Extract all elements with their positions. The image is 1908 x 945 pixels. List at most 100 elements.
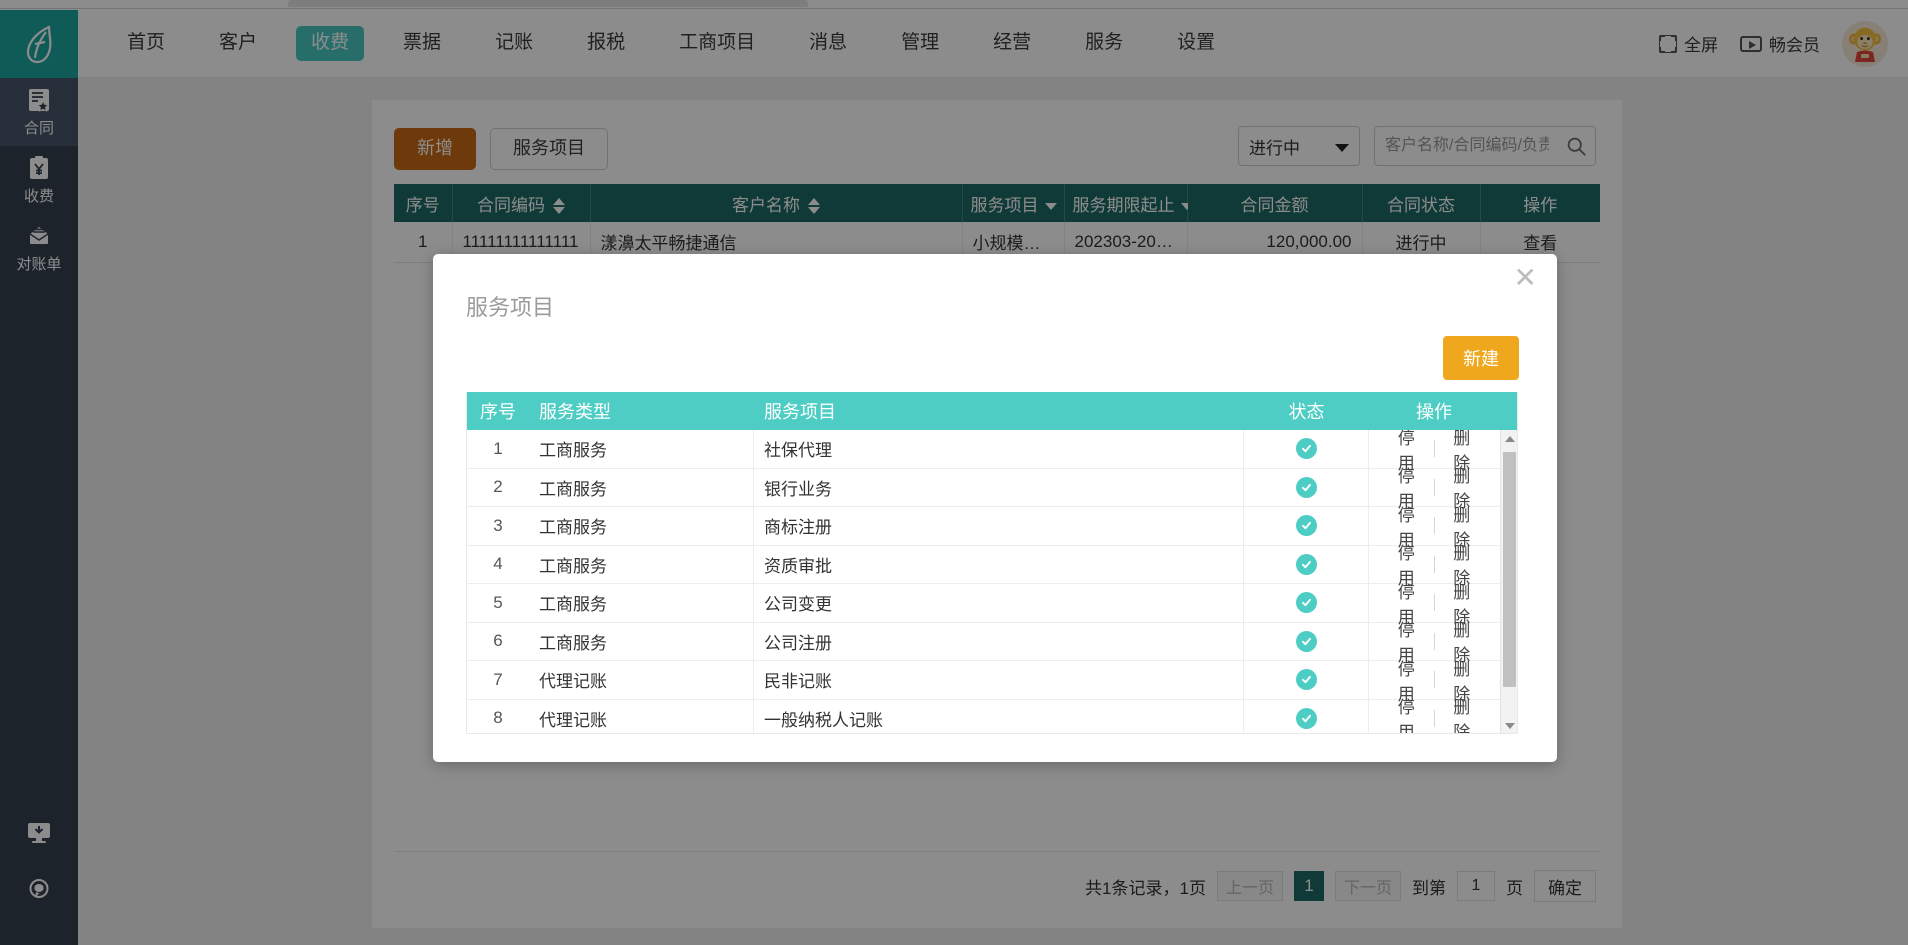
sidebar-item-1[interactable]: 收费 [0, 146, 78, 214]
service-actions: 停用 删除 [1369, 621, 1499, 665]
main-col-1[interactable]: 合同编码 [452, 184, 591, 222]
nav-item-6[interactable]: 工商项目 [679, 32, 756, 54]
disable-link[interactable]: 停用 [1397, 582, 1415, 627]
nav-item-9[interactable]: 经营 [993, 32, 1032, 54]
delete-link[interactable]: 删除 [1453, 621, 1471, 666]
sidebar-item-0[interactable]: 合同 [0, 78, 78, 146]
service-status[interactable] [1244, 430, 1369, 468]
delete-link[interactable]: 删除 [1453, 582, 1471, 627]
delete-link[interactable]: 删除 [1453, 659, 1471, 704]
nav-item-0[interactable]: 首页 [127, 32, 166, 54]
main-col-4[interactable]: 服务期限起止 [1064, 184, 1193, 222]
nav-item-4[interactable]: 记账 [495, 32, 534, 54]
action-separator [1433, 632, 1435, 650]
scroll-down-arrow-icon[interactable] [1501, 717, 1517, 733]
service-items-button[interactable]: 服务项目 [490, 128, 608, 170]
search-box [1374, 126, 1596, 166]
next-page-button[interactable]: 下一页 [1334, 871, 1401, 901]
goto-page-input[interactable] [1457, 871, 1495, 901]
filter-caret-icon[interactable] [1044, 202, 1057, 210]
nav-item-5[interactable]: 报税 [587, 32, 626, 54]
search-input[interactable] [1375, 128, 1557, 164]
modal-title: 服务项目 [466, 295, 555, 320]
service-type: 代理记账 [529, 699, 754, 733]
service-status[interactable] [1244, 468, 1369, 507]
nav-item-3[interactable]: 票据 [403, 32, 442, 54]
check-circle-icon [1295, 592, 1317, 614]
status-filter-select[interactable]: 进行中 [1238, 126, 1360, 166]
disable-link[interactable]: 停用 [1397, 659, 1415, 704]
sidebar-item-support[interactable] [0, 861, 78, 917]
service-actions: 停用 删除 [1369, 660, 1499, 704]
service-status[interactable] [1244, 583, 1369, 622]
service-type: 工商服务 [529, 622, 754, 661]
main-col-2[interactable]: 客户名称 [590, 184, 963, 222]
nav-item-2[interactable]: 收费 [296, 26, 365, 61]
fullscreen-button[interactable]: 全屏 [1659, 31, 1718, 56]
service-status[interactable] [1244, 545, 1369, 584]
service-status[interactable] [1244, 699, 1369, 733]
nav-item-7[interactable]: 消息 [809, 32, 848, 54]
nav-item-10[interactable]: 服务 [1085, 32, 1124, 54]
status-filter-value: 进行中 [1249, 138, 1300, 158]
search-icon[interactable] [1566, 136, 1587, 157]
service-row: 3 工商服务 商标注册 停用 删除 [467, 506, 1517, 550]
service-type: 代理记账 [529, 660, 754, 699]
disable-link[interactable]: 停用 [1397, 505, 1415, 550]
sidebar-item-2[interactable]: 对账单 [0, 214, 78, 282]
scroll-up-arrow-icon[interactable] [1501, 430, 1517, 447]
nav-item-8[interactable]: 管理 [901, 32, 940, 54]
delete-link[interactable]: 删除 [1453, 467, 1471, 512]
sort-icon[interactable] [553, 198, 565, 215]
service-table-body: 1 工商服务 社保代理 停用 删除 2 工商服务 银行业务 停用 删除 3 工商服务 商标注册 停用 删除 4… [467, 430, 1517, 734]
service-row: 7 代理记账 民非记账 停用 删除 [467, 660, 1517, 704]
logo[interactable] [0, 9, 78, 78]
disable-link[interactable]: 停用 [1397, 698, 1415, 734]
service-status[interactable] [1244, 506, 1369, 545]
nav-item-1[interactable]: 客户 [219, 32, 258, 54]
service-row: 4 工商服务 资质审批 停用 删除 [467, 544, 1517, 588]
delete-link[interactable]: 删除 [1453, 698, 1471, 734]
disable-link[interactable]: 停用 [1397, 467, 1415, 512]
service-status[interactable] [1244, 660, 1369, 699]
delete-link[interactable]: 删除 [1453, 505, 1471, 550]
disable-link[interactable]: 停用 [1397, 621, 1415, 666]
service-status[interactable] [1244, 622, 1369, 661]
service-actions: 停用 删除 [1369, 506, 1499, 550]
prev-page-button[interactable]: 上一页 [1216, 871, 1283, 901]
avatar[interactable] [1842, 20, 1888, 67]
action-separator [1433, 517, 1435, 535]
service-item: 民非记账 [754, 660, 1244, 699]
action-separator [1433, 440, 1435, 458]
main-col-label: 合同编码 [477, 195, 545, 215]
disable-link[interactable]: 停用 [1397, 544, 1415, 589]
scrollbar-thumb[interactable] [1503, 452, 1516, 687]
service-actions: 停用 删除 [1369, 467, 1499, 511]
col-type: 服务类型 [539, 402, 611, 422]
modal-scrollbar[interactable] [1500, 430, 1517, 733]
delete-link[interactable]: 删除 [1453, 544, 1471, 589]
goto-confirm-button[interactable]: 确定 [1534, 870, 1596, 902]
action-separator [1433, 555, 1435, 573]
new-service-button[interactable]: 新建 [1443, 336, 1519, 380]
service-item: 一般纳税人记账 [754, 699, 1244, 733]
nav-item-11[interactable]: 设置 [1177, 32, 1216, 54]
sidebar-item-download[interactable] [0, 805, 78, 861]
check-circle-icon [1295, 553, 1317, 575]
member-button[interactable]: 畅会员 [1740, 31, 1820, 56]
video-play-icon [1740, 35, 1762, 52]
main-col-3[interactable]: 服务项目 [962, 184, 1065, 222]
main-col-label: 客户名称 [732, 195, 800, 215]
close-icon[interactable]: ✕ [1513, 262, 1537, 293]
disable-link[interactable]: 停用 [1397, 430, 1415, 473]
filter-caret-icon[interactable] [1180, 202, 1193, 210]
add-button[interactable]: 新增 [394, 128, 476, 170]
page-number-1[interactable]: 1 [1293, 871, 1324, 901]
sort-icon[interactable] [808, 198, 820, 215]
delete-link[interactable]: 删除 [1453, 430, 1471, 473]
main-col-6: 合同状态 [1362, 184, 1481, 222]
service-item: 公司注册 [754, 622, 1244, 661]
sidebar-item-label: 收费 [23, 187, 54, 205]
sidebar-item-label: 合同 [23, 119, 54, 137]
check-circle-icon [1295, 476, 1317, 498]
